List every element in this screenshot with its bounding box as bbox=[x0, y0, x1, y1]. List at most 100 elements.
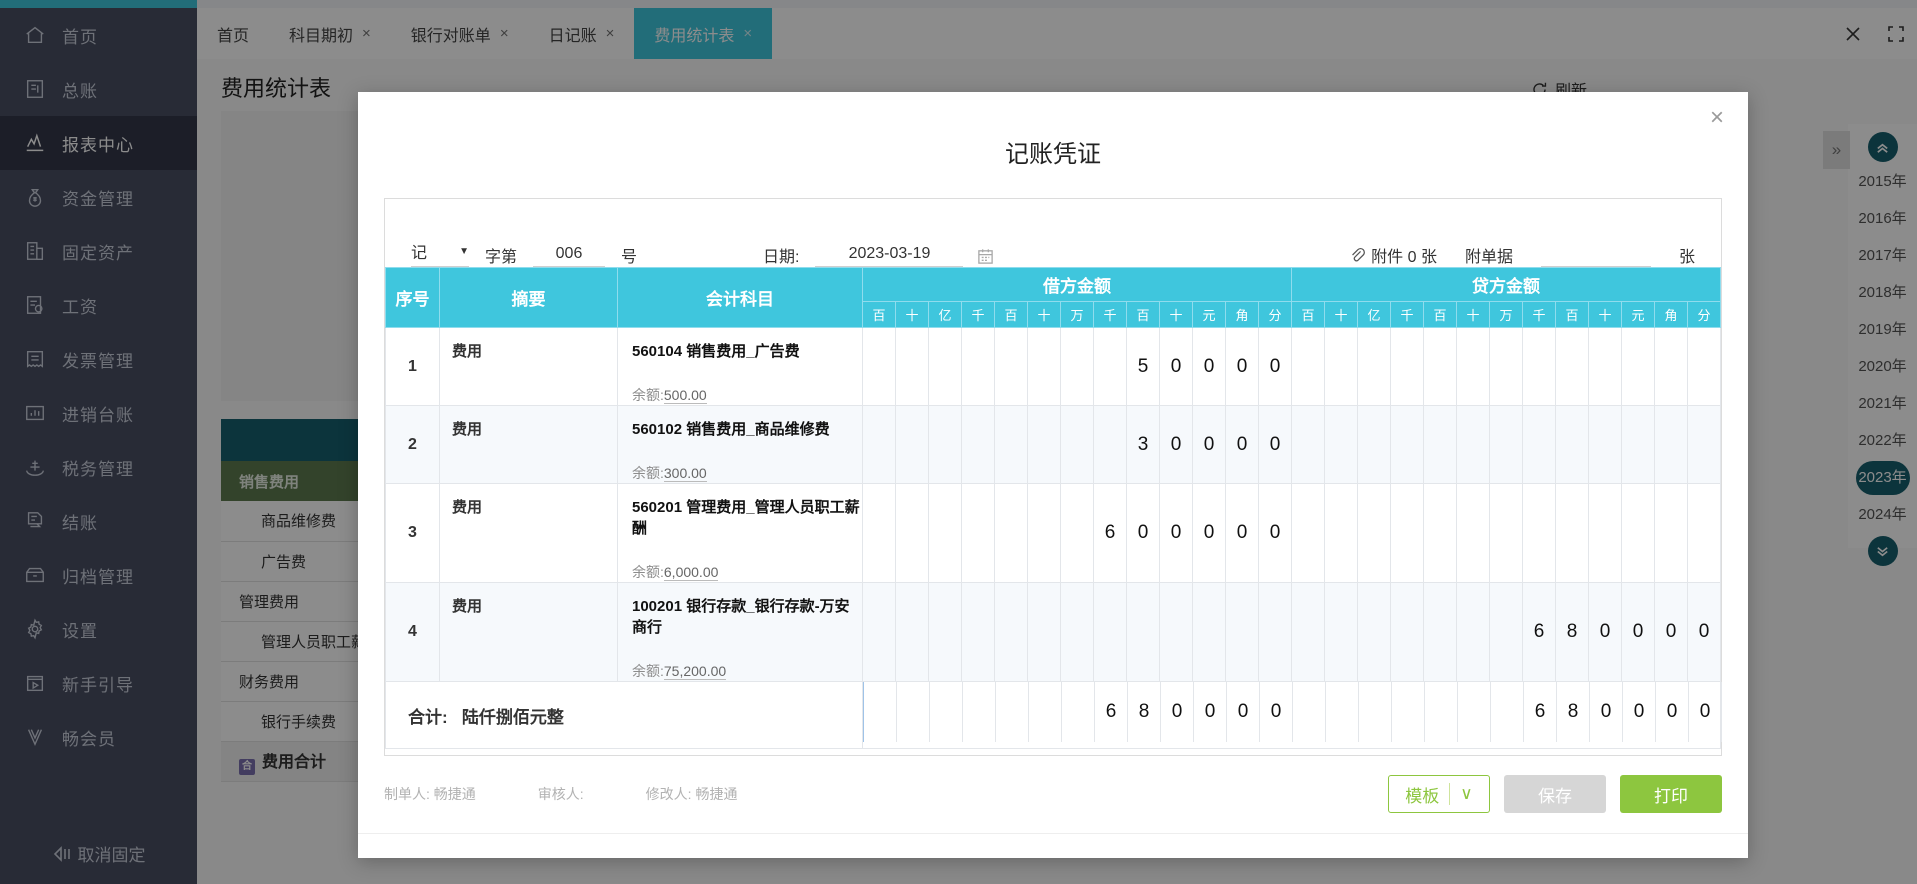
digit-cell-credit-1[interactable] bbox=[1324, 582, 1358, 682]
digit-cell-credit-2[interactable] bbox=[1357, 483, 1391, 583]
tab-close-icon[interactable]: × bbox=[499, 25, 509, 42]
digit-cell-credit-9[interactable]: 0 bbox=[1589, 682, 1623, 742]
digit-cell-debit-7[interactable] bbox=[1093, 405, 1127, 484]
voucher-entry-row[interactable]: 3 费用 560201 管理费用_管理人员职工薪酬 余额:6,000.00 6 0 0 0 0 0 bbox=[385, 483, 1721, 583]
year-item-2019[interactable]: 2019年 bbox=[1858, 321, 1907, 338]
digit-cell-debit-1[interactable] bbox=[896, 682, 930, 742]
digit-cell-debit-3[interactable] bbox=[961, 327, 995, 406]
digit-cell-debit-5[interactable] bbox=[1027, 405, 1061, 484]
digit-cell-debit-3[interactable] bbox=[961, 582, 995, 682]
digit-cell-credit-9[interactable] bbox=[1588, 483, 1622, 583]
digit-cell-debit-2[interactable] bbox=[928, 483, 962, 583]
digit-cell-credit-10[interactable] bbox=[1621, 405, 1655, 484]
digit-cell-debit-6[interactable] bbox=[1060, 582, 1094, 682]
digit-cell-credit-9[interactable]: 0 bbox=[1588, 582, 1622, 682]
digit-cell-credit-12[interactable]: 0 bbox=[1687, 582, 1721, 682]
voucher-type-select[interactable]: 记 ▼ bbox=[411, 239, 469, 267]
tab-bank-statement[interactable]: 银行对账单 × bbox=[391, 8, 529, 59]
digit-cell-debit-5[interactable] bbox=[1027, 327, 1061, 406]
digit-cell-debit-0[interactable] bbox=[863, 682, 897, 742]
sidebar-item-settle[interactable]: 结账 bbox=[0, 494, 197, 548]
digit-cell-credit-8[interactable]: 8 bbox=[1555, 582, 1589, 682]
digit-cell-debit-9[interactable]: 0 bbox=[1159, 483, 1193, 583]
close-icon[interactable] bbox=[1831, 8, 1874, 59]
sidebar-item-stock-ledger[interactable]: 进销台账 bbox=[0, 386, 197, 440]
template-button[interactable]: 模板 ∨ bbox=[1388, 775, 1490, 813]
digit-cell-credit-10[interactable] bbox=[1621, 483, 1655, 583]
digit-cell-debit-3[interactable] bbox=[962, 682, 996, 742]
digit-cell-debit-12[interactable]: 0 bbox=[1258, 327, 1292, 406]
digit-cell-debit-9[interactable]: 0 bbox=[1160, 682, 1194, 742]
digit-cell-debit-1[interactable] bbox=[895, 582, 929, 682]
digit-cell-credit-9[interactable] bbox=[1588, 327, 1622, 406]
sidebar-item-settings[interactable]: 设置 bbox=[0, 602, 197, 656]
digit-cell-debit-9[interactable] bbox=[1159, 582, 1193, 682]
year-item-2018[interactable]: 2018年 bbox=[1858, 284, 1907, 301]
digit-cell-debit-11[interactable]: 0 bbox=[1225, 483, 1259, 583]
digit-cell-debit-0[interactable] bbox=[862, 327, 896, 406]
year-item-2024[interactable]: 2024年 bbox=[1858, 506, 1907, 523]
digit-cell-credit-6[interactable] bbox=[1489, 582, 1523, 682]
digit-cell-debit-12[interactable]: 0 bbox=[1258, 483, 1292, 583]
digit-cell-debit-3[interactable] bbox=[961, 483, 995, 583]
sidebar-item-archive[interactable]: 归档管理 bbox=[0, 548, 197, 602]
entry-abstract[interactable]: 费用 bbox=[439, 405, 618, 484]
digit-cell-credit-6[interactable] bbox=[1489, 327, 1523, 406]
digit-cell-credit-10[interactable]: 0 bbox=[1622, 682, 1656, 742]
tab-home[interactable]: 首页 bbox=[197, 8, 269, 59]
year-item-2023[interactable]: 2023年 bbox=[1855, 461, 1910, 495]
digit-cell-debit-4[interactable] bbox=[994, 483, 1028, 583]
digit-cell-credit-5[interactable] bbox=[1457, 682, 1491, 742]
entry-abstract[interactable]: 费用 bbox=[439, 582, 618, 682]
digit-cell-credit-3[interactable] bbox=[1390, 483, 1424, 583]
year-item-2015[interactable]: 2015年 bbox=[1858, 173, 1907, 190]
print-button[interactable]: 打印 bbox=[1620, 775, 1722, 813]
digit-cell-debit-5[interactable] bbox=[1027, 483, 1061, 583]
digit-cell-credit-12[interactable]: 0 bbox=[1688, 682, 1722, 742]
tab-close-icon[interactable]: × bbox=[743, 25, 753, 42]
digit-cell-debit-7[interactable] bbox=[1093, 327, 1127, 406]
digit-cell-debit-1[interactable] bbox=[895, 405, 929, 484]
digit-cell-credit-11[interactable] bbox=[1654, 327, 1688, 406]
digit-cell-credit-5[interactable] bbox=[1456, 327, 1490, 406]
digit-cell-credit-6[interactable] bbox=[1489, 405, 1523, 484]
chevron-right-double-icon[interactable]: » bbox=[1823, 131, 1850, 169]
digit-cell-debit-8[interactable] bbox=[1126, 582, 1160, 682]
digit-cell-debit-10[interactable]: 0 bbox=[1193, 682, 1227, 742]
tab-subject-opening[interactable]: 科目期初 × bbox=[269, 8, 391, 59]
digit-cell-credit-4[interactable] bbox=[1423, 327, 1457, 406]
tab-expense-report[interactable]: 费用统计表 × bbox=[634, 8, 773, 59]
slip-count-input[interactable] bbox=[1540, 245, 1651, 267]
chevron-up-double-icon[interactable] bbox=[1867, 132, 1898, 162]
year-item-2017[interactable]: 2017年 bbox=[1858, 247, 1907, 264]
digit-cell-debit-0[interactable] bbox=[862, 582, 896, 682]
digit-cell-debit-7[interactable] bbox=[1093, 582, 1127, 682]
digit-cell-credit-1[interactable] bbox=[1325, 682, 1359, 742]
digit-cell-debit-12[interactable]: 0 bbox=[1259, 682, 1293, 742]
digit-cell-debit-5[interactable] bbox=[1027, 582, 1061, 682]
year-item-2020[interactable]: 2020年 bbox=[1858, 358, 1907, 375]
digit-cell-credit-4[interactable] bbox=[1423, 483, 1457, 583]
digit-cell-credit-2[interactable] bbox=[1357, 582, 1391, 682]
digit-cell-debit-5[interactable] bbox=[1028, 682, 1062, 742]
sidebar-item-ledger[interactable]: 总账 bbox=[0, 62, 197, 116]
digit-cell-credit-0[interactable] bbox=[1292, 682, 1326, 742]
entry-subject[interactable]: 560104 销售费用_广告费 余额:500.00 bbox=[617, 327, 863, 406]
digit-cell-credit-5[interactable] bbox=[1456, 405, 1490, 484]
digit-cell-debit-8[interactable]: 5 bbox=[1126, 327, 1160, 406]
digit-cell-credit-3[interactable] bbox=[1391, 682, 1425, 742]
close-icon[interactable]: × bbox=[1709, 104, 1724, 131]
digit-cell-credit-3[interactable] bbox=[1390, 405, 1424, 484]
digit-cell-debit-4[interactable] bbox=[994, 327, 1028, 406]
sidebar-item-invoice[interactable]: 发票管理 bbox=[0, 332, 197, 386]
voucher-entry-row[interactable]: 1 费用 560104 销售费用_广告费 余额:500.00 5 0 0 0 0 bbox=[385, 327, 1721, 406]
digit-cell-debit-2[interactable] bbox=[928, 582, 962, 682]
entry-abstract[interactable]: 费用 bbox=[439, 483, 618, 583]
digit-cell-credit-5[interactable] bbox=[1456, 582, 1490, 682]
digit-cell-credit-3[interactable] bbox=[1390, 582, 1424, 682]
digit-cell-credit-12[interactable] bbox=[1687, 327, 1721, 406]
sidebar-item-report-center[interactable]: 报表中心 bbox=[0, 116, 197, 170]
year-item-2022[interactable]: 2022年 bbox=[1858, 432, 1907, 449]
digit-cell-credit-10[interactable] bbox=[1621, 327, 1655, 406]
digit-cell-credit-11[interactable]: 0 bbox=[1655, 682, 1689, 742]
